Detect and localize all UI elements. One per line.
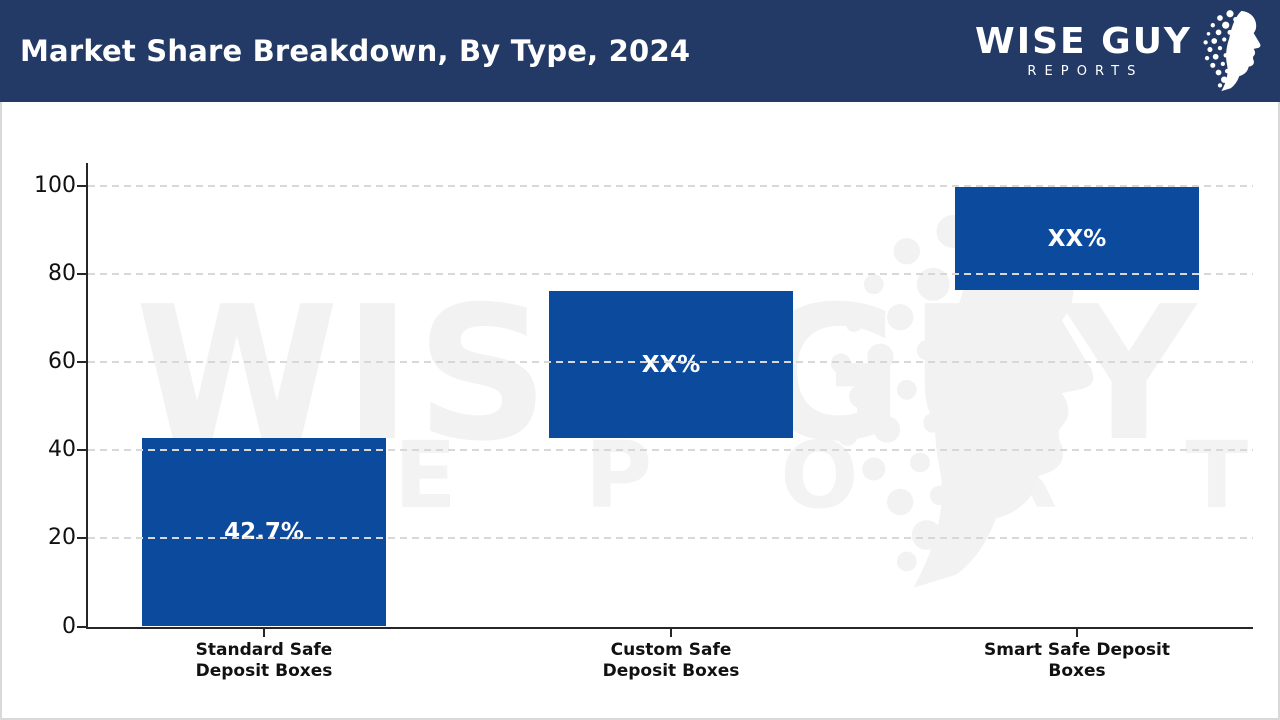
brand-logo-text: WISE GUY REPORTS [974,21,1192,79]
x-category-label: Custom Safe Deposit Boxes [602,640,740,681]
x-tick-mark [263,629,265,637]
y-tick-label: 20 [48,525,76,551]
logo-face-icon [1203,10,1261,92]
logo-wordmark: WISE GUY [974,21,1192,62]
y-tick-label: 0 [62,613,76,639]
brand-logo: WISE GUY REPORTS [975,8,1266,94]
y-tick-mark [76,449,86,452]
gridline [88,449,1253,452]
logo-subtext: REPORTS [1027,64,1144,79]
page-title: Market Share Breakdown, By Type, 2024 [20,34,691,68]
y-tick-label: 40 [48,437,76,463]
gridline [88,537,1253,540]
y-tick-label: 100 [34,173,76,198]
x-axis-line [85,626,1253,629]
bar: 42.7% [142,438,386,627]
gridline [88,273,1253,276]
y-tick-label: 80 [48,261,76,287]
gridline [88,361,1253,364]
x-tick-mark [1076,629,1078,637]
y-tick-mark [76,273,86,276]
bar: XX% [549,291,793,439]
y-tick-mark [76,625,86,628]
y-axis-line [85,163,88,629]
bar-value-label: 42.7% [224,519,304,546]
x-tick-mark [670,629,672,637]
y-tick-mark [76,185,86,187]
bar-value-label: XX% [1047,225,1107,252]
x-category-label: Smart Safe Deposit Boxes [984,640,1170,681]
y-tick-mark [76,537,86,540]
bar-value-label: XX% [641,351,701,378]
y-tick-label: 60 [48,349,76,375]
x-category-label: Standard Safe Deposit Boxes [195,640,333,681]
header-bar: Market Share Breakdown, By Type, 2024 WI… [0,0,1280,102]
y-tick-mark [76,361,86,364]
gridline [88,185,1253,187]
